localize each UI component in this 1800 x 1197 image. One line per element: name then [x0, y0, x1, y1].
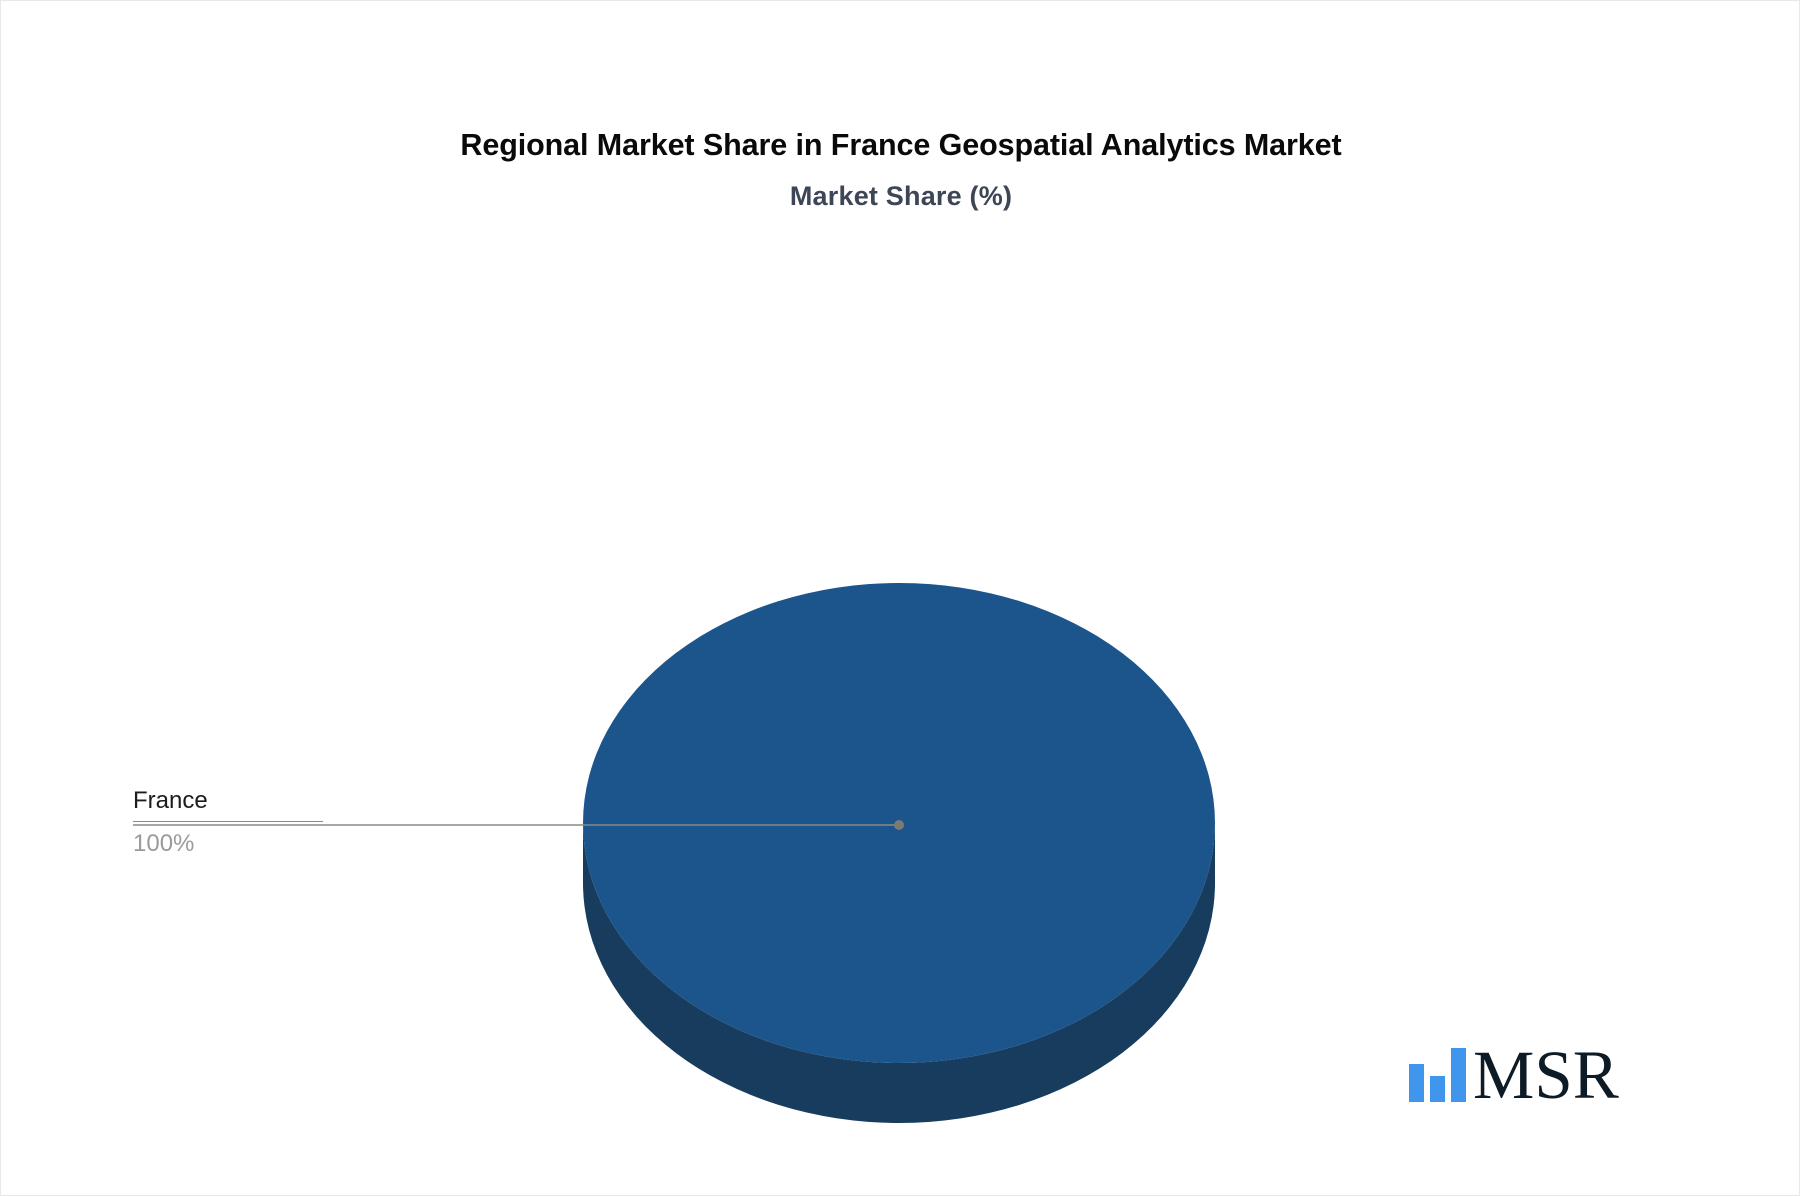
callout-value-france: 100% — [133, 829, 195, 857]
chart-subtitle: Market Share (%) — [789, 180, 1013, 211]
msr-logo: MSR — [1409, 1032, 1619, 1114]
bar-chart-icon-bar-1 — [1409, 1064, 1424, 1102]
bar-chart-icon-bar-2 — [1430, 1076, 1445, 1102]
callout-label-france: France — [133, 787, 208, 814]
msr-wordmark: MSR — [1473, 1037, 1619, 1114]
chart-header: Regional Market Share in France Geospati… — [1, 128, 1800, 211]
chart-title: Regional Market Share in France Geospati… — [460, 128, 1342, 162]
pie-slice-side-france — [583, 823, 1215, 1123]
callout-underline — [133, 820, 323, 822]
leader-anchor-dot-france — [894, 820, 904, 830]
bar-chart-icon-bar-3 — [1451, 1048, 1466, 1102]
bar-chart-icon — [1409, 1046, 1466, 1102]
callout-france[interactable]: France 100% — [133, 787, 453, 857]
